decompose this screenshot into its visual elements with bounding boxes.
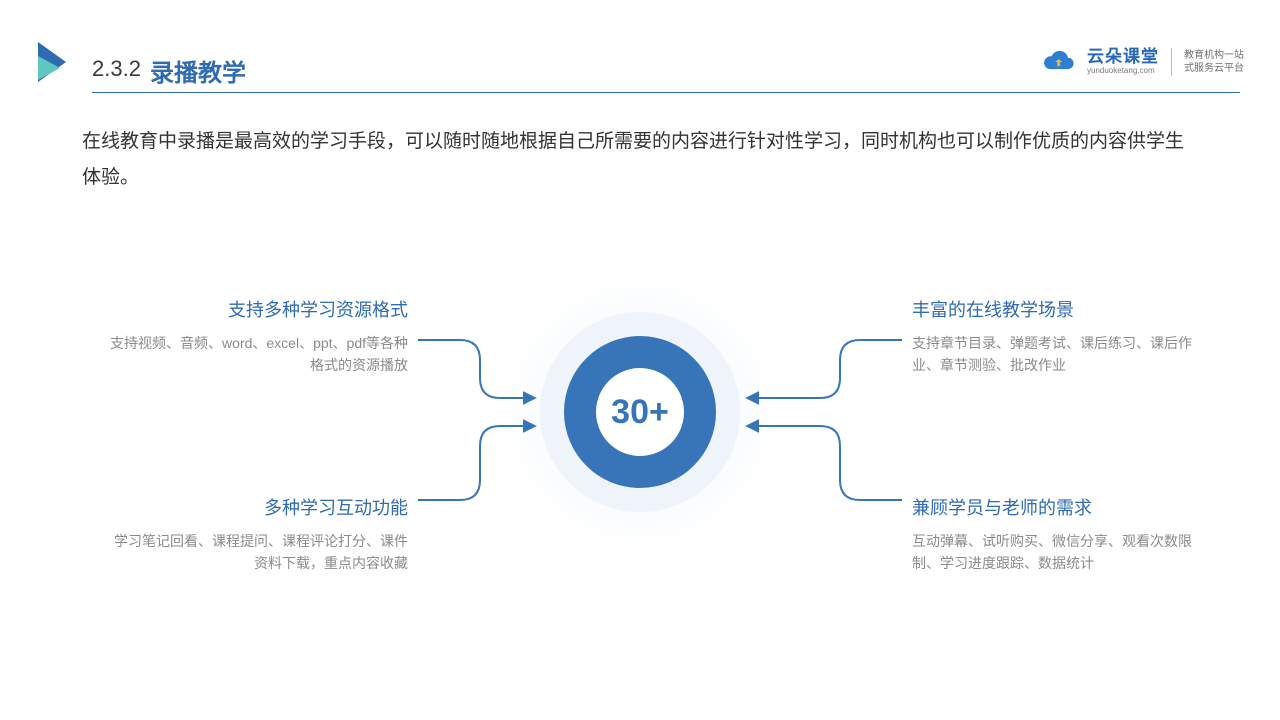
feature-title: 多种学习互动功能 <box>108 494 408 520</box>
header-underline <box>92 92 1240 93</box>
logo-domain: yunduoketang.com <box>1087 67 1159 76</box>
center-badge: 30+ <box>540 312 740 512</box>
feature-desc: 学习笔记回看、课程提问、课程评论打分、课件资料下载，重点内容收藏 <box>108 530 408 575</box>
feature-desc: 支持视频、音频、word、excel、ppt、pdf等各种格式的资源播放 <box>108 332 408 377</box>
cloud-icon <box>1041 50 1075 74</box>
feature-title: 丰富的在线教学场景 <box>912 296 1212 322</box>
feature-title: 兼顾学员与老师的需求 <box>912 494 1212 520</box>
badge-ring-inner: 30+ <box>596 368 684 456</box>
logo-tagline-line2: 式服务云平台 <box>1184 63 1244 74</box>
feature-title: 支持多种学习资源格式 <box>108 296 408 322</box>
feature-bottom-left: 多种学习互动功能 学习笔记回看、课程提问、课程评论打分、课件资料下载，重点内容收… <box>108 494 408 575</box>
feature-top-left: 支持多种学习资源格式 支持视频、音频、word、excel、ppt、pdf等各种… <box>108 296 408 377</box>
section-title: 录播教学 <box>150 53 246 88</box>
play-triangle-icon <box>38 42 76 87</box>
logo-name: 云朵课堂 <box>1087 48 1159 67</box>
logo-divider <box>1171 48 1172 76</box>
feature-bottom-right: 兼顾学员与老师的需求 互动弹幕、试听购买、微信分享、观看次数限制、学习进度跟踪、… <box>912 494 1212 575</box>
brand-logo: 云朵课堂 yunduoketang.com 教育机构一站 式服务云平台 <box>1041 48 1246 76</box>
slide-header: 2.3.2 录播教学 云朵课堂 yunduoketang.com 教育机构一站 … <box>0 30 1280 100</box>
logo-tagline-line1: 教育机构一站 <box>1184 50 1244 61</box>
feature-desc: 支持章节目录、弹题考试、课后练习、课后作业、章节测验、批改作业 <box>912 332 1212 377</box>
feature-desc: 互动弹幕、试听购买、微信分享、观看次数限制、学习进度跟踪、数据统计 <box>912 530 1212 575</box>
logo-tagline: 教育机构一站 式服务云平台 <box>1184 49 1246 75</box>
section-number: 2.3.2 <box>92 56 141 82</box>
intro-paragraph: 在线教育中录播是最高效的学习手段，可以随时随地根据自己所需要的内容进行针对性学习… <box>82 124 1198 196</box>
feature-top-right: 丰富的在线教学场景 支持章节目录、弹题考试、课后练习、课后作业、章节测验、批改作… <box>912 296 1212 377</box>
badge-value: 30+ <box>611 393 669 432</box>
